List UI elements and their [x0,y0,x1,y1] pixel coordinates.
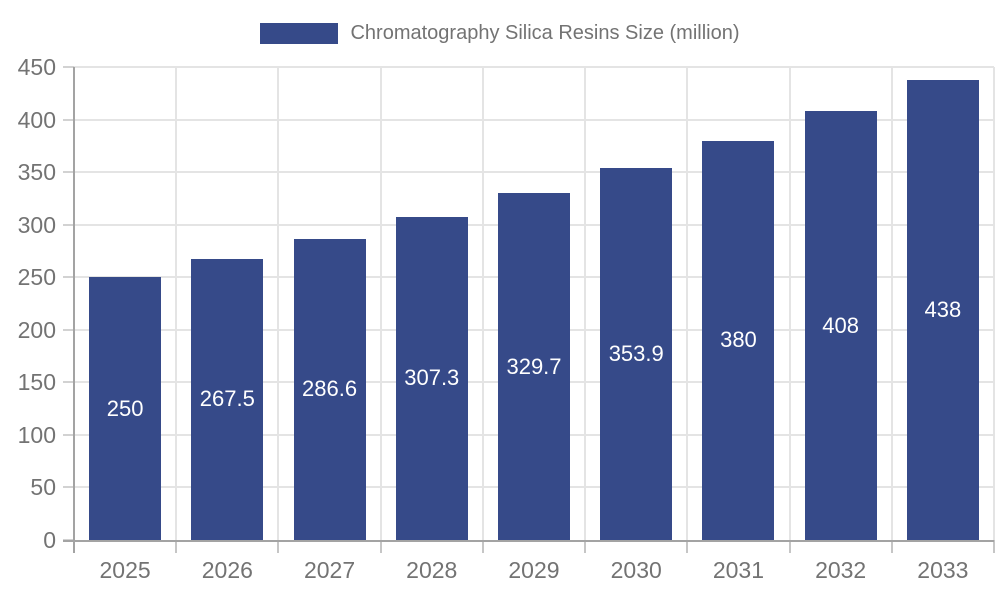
y-axis-label: 0 [43,527,56,553]
bar-value-label: 438 [924,296,962,322]
bar-value-label: 353.9 [608,341,664,366]
bar-value-label: 408 [822,312,860,338]
x-gridline [890,67,893,540]
x-axis-label: 2025 [99,557,151,583]
bar-2028[interactable] [395,216,468,540]
y-axis-line [73,67,75,553]
bar-2032[interactable] [804,111,877,540]
x-axis-label: 2028 [406,557,458,583]
y-axis-label: 300 [17,211,56,238]
y-axis-label: 350 [17,159,56,186]
x-gridline [481,67,484,540]
x-axis-label: 2032 [815,557,867,583]
bar-value-label: 380 [720,327,757,353]
legend-item[interactable]: Chromatography Silica Resins Size (milli… [0,21,1000,45]
x-gridline [993,67,995,540]
legend-label: Chromatography Silica Resins Size (milli… [350,21,740,44]
x-axis-tick [481,540,484,553]
y-axis-tick [63,171,74,174]
y-axis-tick [63,118,74,121]
y-axis-label: 100 [17,421,56,448]
x-axis-label: 2031 [712,557,765,583]
y-axis-tick [63,328,74,331]
x-axis-tick [379,540,382,553]
bar-value-label: 329.7 [506,353,562,379]
y-gridline [74,118,994,121]
bar-value-label: 307.3 [404,365,460,391]
bar-value-label: 267.5 [199,386,255,412]
x-axis-tick [890,540,893,553]
bar-2033[interactable] [906,79,979,540]
x-gridline [175,67,178,540]
x-axis-line [63,540,994,542]
bar-value-label: 286.6 [302,376,358,402]
x-gridline [379,67,382,540]
x-axis-tick [993,540,995,553]
y-axis-label: 250 [17,264,56,291]
y-axis-tick [63,66,74,68]
y-axis-label: 50 [30,474,56,501]
bar-2030[interactable] [600,168,673,540]
x-axis-label: 2029 [508,557,560,583]
y-axis-tick [63,486,74,489]
x-axis-tick [584,540,587,553]
y-axis-label: 200 [17,316,56,343]
bar-2026[interactable] [191,258,264,540]
x-axis-tick [277,540,280,553]
y-axis-label: 450 [17,54,56,80]
x-axis-tick [175,540,178,553]
x-gridline [686,67,689,540]
y-axis-tick [63,381,74,384]
x-axis-label: 2030 [610,557,662,583]
bar-2025[interactable] [89,277,162,540]
x-gridline [788,67,791,540]
bar-2031[interactable] [702,140,775,540]
x-axis-label: 2033 [917,557,969,583]
y-axis-tick [63,433,74,436]
x-axis-label: 2027 [303,557,356,583]
y-axis-label: 150 [17,369,56,396]
x-axis-tick [788,540,791,553]
x-axis-label: 2026 [201,557,253,583]
bar-2027[interactable] [293,238,366,540]
y-gridline [74,66,994,68]
x-axis-tick [686,540,689,553]
bar-2029[interactable] [498,193,570,540]
y-gridline [74,171,994,174]
x-gridline [584,67,587,540]
y-axis-tick [63,223,74,226]
bar-value-label: 250 [106,395,144,421]
y-axis-tick [63,276,74,279]
legend-swatch [260,22,339,44]
x-gridline [277,67,280,540]
y-axis-label: 400 [17,106,56,133]
